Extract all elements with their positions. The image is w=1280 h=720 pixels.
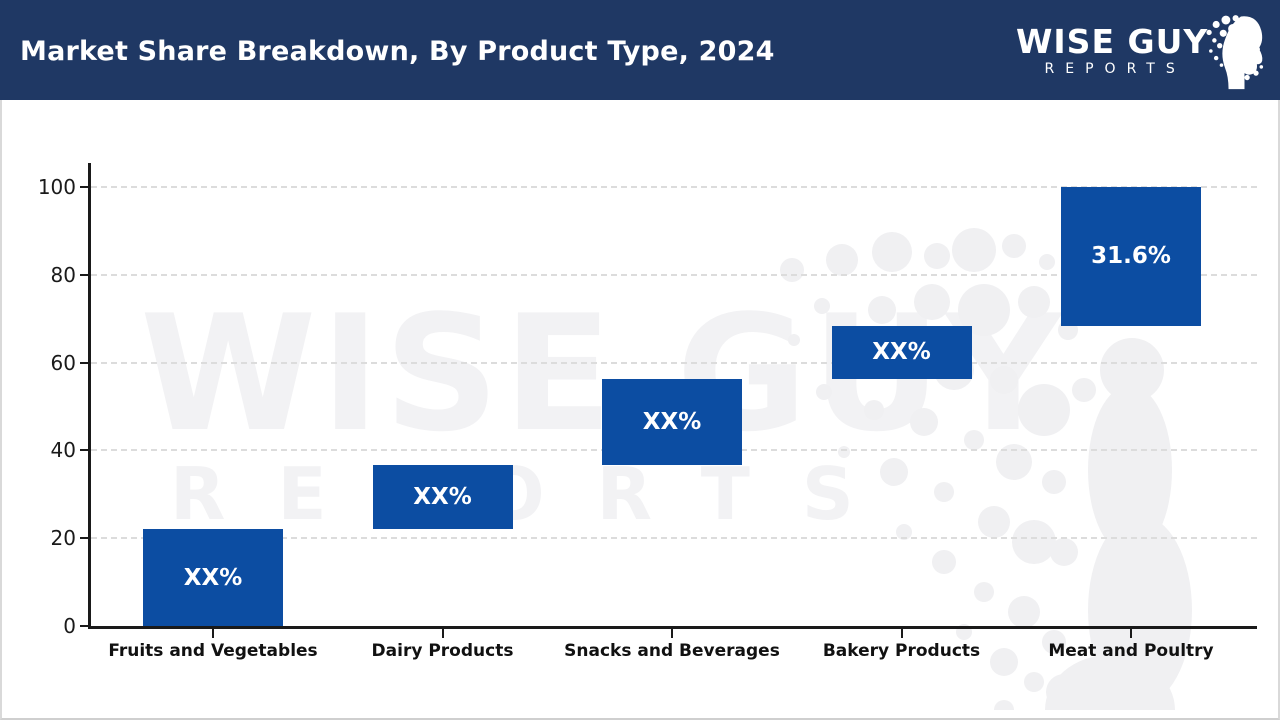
gridline-20	[91, 537, 1257, 540]
page-title: Market Share Breakdown, By Product Type,…	[20, 36, 775, 67]
bar-1: XX%	[143, 529, 283, 626]
x-category-label-4: Bakery Products	[822, 641, 981, 661]
wise-guy-logo: WISE GUY REPORTS	[1016, 8, 1266, 94]
bar-value-label-4: XX%	[872, 339, 931, 366]
logo-wordmark: WISE GUY	[1016, 22, 1209, 61]
chart-area: WISE GUY REPORTS	[0, 100, 1280, 720]
y-tick-label-40: 40	[50, 438, 76, 463]
watermark-head-icon	[780, 228, 1192, 710]
x-tick-mark-2	[441, 629, 444, 638]
x-tick-mark-3	[671, 629, 673, 638]
bar-value-label-3: XX%	[642, 408, 702, 435]
x-category-label-3: Snacks and Beverages	[564, 641, 780, 661]
x-category-label-5: Meat and Poultry	[1048, 641, 1214, 661]
y-axis-line	[88, 163, 91, 628]
bar-4: XX%	[831, 325, 972, 379]
bar-2: XX%	[372, 464, 513, 530]
gridline-60	[91, 361, 1257, 364]
y-tick-label-0: 0	[63, 614, 76, 638]
y-tick-mark-100	[80, 186, 88, 188]
y-tick-label-80: 80	[50, 262, 76, 287]
y-tick-label-100: 100	[37, 175, 76, 199]
header-bar: Market Share Breakdown, By Product Type,…	[0, 0, 1280, 100]
x-category-label-1: Fruits and Vegetables	[108, 641, 318, 661]
x-tick-mark-1	[212, 629, 214, 638]
bar-value-label-1: XX%	[183, 564, 243, 591]
x-axis-line	[88, 626, 1257, 629]
x-tick-mark-5	[1130, 629, 1132, 638]
y-tick-label-20: 20	[50, 526, 76, 551]
bar-value-label-5: 31.6%	[1091, 243, 1171, 270]
y-tick-mark-80	[80, 273, 88, 276]
logo-text: WISE GUY REPORTS	[1016, 24, 1208, 78]
y-tick-mark-0	[80, 625, 88, 627]
y-tick-mark-60	[80, 361, 88, 364]
gridline-80	[91, 273, 1257, 276]
y-tick-mark-40	[80, 449, 88, 452]
x-category-label-2: Dairy Products	[371, 641, 514, 661]
y-tick-mark-20	[80, 537, 88, 540]
bar-5: 31.6%	[1061, 187, 1201, 326]
gridline-100	[91, 186, 1257, 188]
x-tick-mark-4	[900, 629, 903, 638]
logo-subtitle: REPORTS	[1044, 61, 1186, 77]
bar-3: XX%	[602, 378, 742, 465]
logo-head-icon	[1206, 15, 1264, 90]
y-tick-label-60: 60	[50, 350, 76, 375]
bar-value-label-2: XX%	[413, 484, 472, 511]
